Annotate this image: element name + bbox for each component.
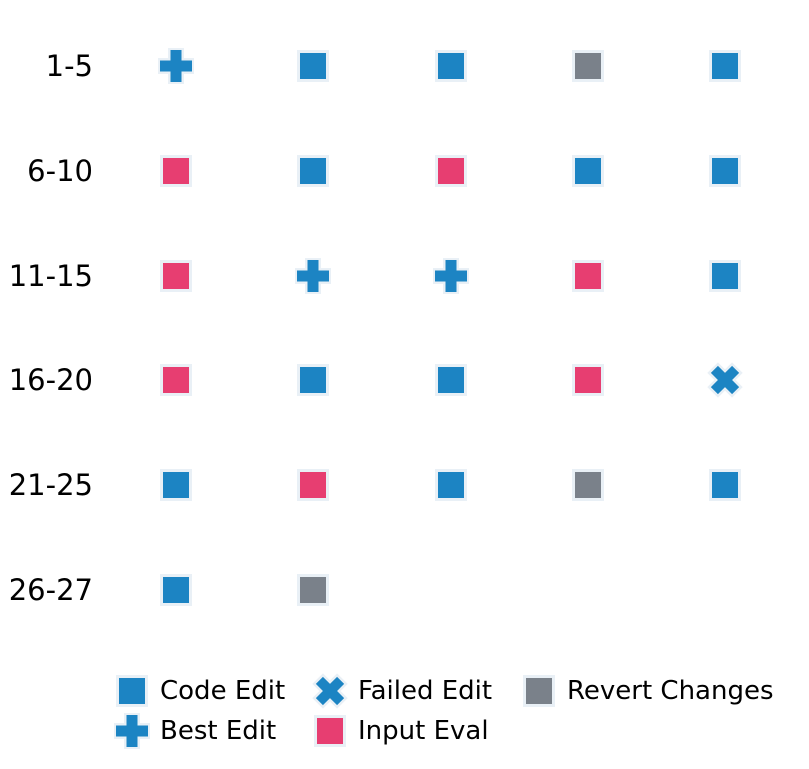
code-edit-marker-icon [297, 155, 329, 187]
marker-input-eval [295, 467, 331, 503]
legend-item-failed-edit: Failed Edit [312, 673, 492, 709]
revert-changes-marker-icon [572, 50, 604, 82]
row-label: 1-5 [45, 49, 93, 83]
code-edit-marker-icon [160, 574, 192, 606]
legend-label: Code Edit [160, 676, 286, 706]
code-edit-marker-icon [435, 469, 467, 501]
legend-marker [312, 673, 348, 709]
marker-failed-edit [707, 362, 743, 398]
marker-code-edit [433, 48, 469, 84]
code-edit-marker-icon [435, 50, 467, 82]
code-edit-marker-icon [116, 675, 148, 707]
marker-code-edit [707, 153, 743, 189]
row-label: 26-27 [8, 573, 93, 607]
marker-code-edit [707, 258, 743, 294]
legend-label: Input Eval [358, 716, 489, 746]
marker-code-edit [707, 467, 743, 503]
input-eval-marker-icon [572, 364, 604, 396]
code-edit-marker-icon [709, 155, 741, 187]
input-eval-marker-icon [297, 469, 329, 501]
marker-revert-changes [570, 467, 606, 503]
best-edit-marker-icon [113, 712, 151, 750]
marker-best-edit [295, 258, 331, 294]
marker-input-eval [570, 258, 606, 294]
legend-label: Failed Edit [358, 676, 493, 706]
input-eval-marker-icon [314, 715, 346, 747]
row-label: 11-15 [8, 259, 93, 293]
code-edit-marker-icon [297, 364, 329, 396]
legend-marker [312, 713, 348, 749]
best-edit-marker-icon [295, 258, 331, 294]
marker-best-edit [433, 258, 469, 294]
failed-edit-marker-icon [707, 362, 743, 398]
input-eval-marker-icon [435, 155, 467, 187]
marker-revert-changes [295, 572, 331, 608]
marker-best-edit [158, 48, 194, 84]
marker-input-eval [158, 362, 194, 398]
marker-code-edit [295, 153, 331, 189]
row-label: 6-10 [27, 154, 93, 188]
row-label: 21-25 [8, 468, 93, 502]
marker-code-edit [433, 467, 469, 503]
marker-code-edit [707, 48, 743, 84]
marker-input-eval [158, 153, 194, 189]
code-edit-marker-icon [709, 260, 741, 292]
legend-marker [113, 712, 151, 750]
code-edit-marker-icon [160, 469, 192, 501]
marker-code-edit [295, 362, 331, 398]
code-edit-marker-icon [572, 155, 604, 187]
legend-marker [521, 673, 557, 709]
code-edit-marker-icon [709, 469, 741, 501]
row-label: 16-20 [8, 363, 93, 397]
marker-code-edit [295, 48, 331, 84]
legend-marker [114, 673, 150, 709]
marker-code-edit [158, 572, 194, 608]
revert-changes-marker-icon [297, 574, 329, 606]
code-edit-marker-icon [297, 50, 329, 82]
legend-item-code-edit: Code Edit [114, 673, 285, 709]
revert-changes-marker-icon [523, 675, 555, 707]
marker-input-eval [158, 258, 194, 294]
marker-code-edit [433, 362, 469, 398]
code-edit-marker-icon [435, 364, 467, 396]
code-edit-marker-icon [709, 50, 741, 82]
marker-revert-changes [570, 48, 606, 84]
revert-changes-marker-icon [572, 469, 604, 501]
input-eval-marker-icon [160, 155, 192, 187]
failed-edit-marker-icon [312, 673, 348, 709]
marker-code-edit [570, 153, 606, 189]
legend-item-revert-changes: Revert Changes [521, 673, 774, 709]
legend-item-best-edit: Best Edit [113, 712, 277, 750]
marker-input-eval [570, 362, 606, 398]
marker-input-eval [433, 153, 469, 189]
input-eval-marker-icon [160, 364, 192, 396]
best-edit-marker-icon [433, 258, 469, 294]
legend-item-input-eval: Input Eval [312, 713, 489, 749]
input-eval-marker-icon [572, 260, 604, 292]
best-edit-marker-icon [158, 48, 194, 84]
marker-code-edit [158, 467, 194, 503]
legend-label: Revert Changes [567, 676, 774, 706]
input-eval-marker-icon [160, 260, 192, 292]
legend-label: Best Edit [160, 716, 277, 746]
